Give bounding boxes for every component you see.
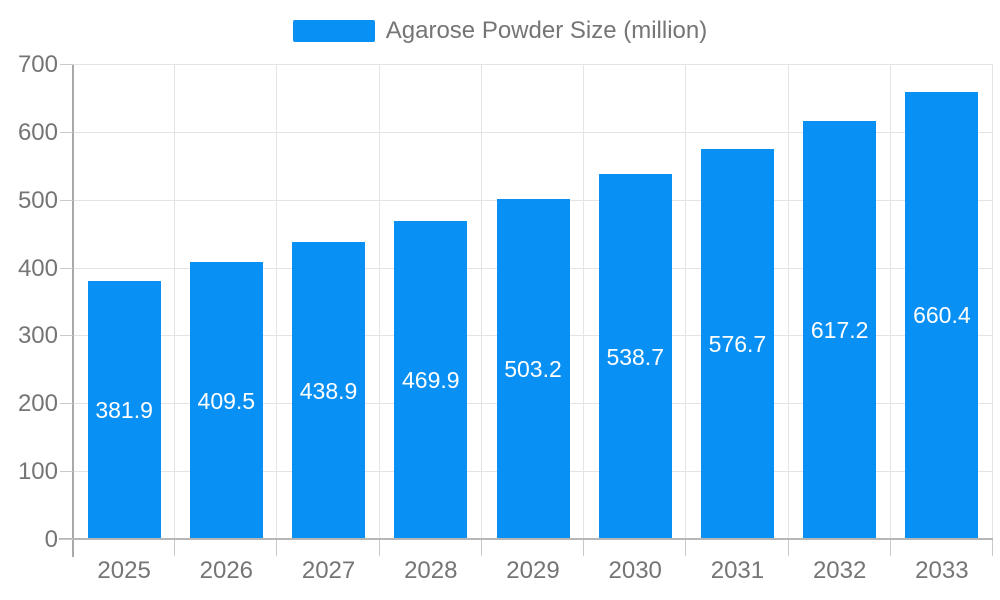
y-axis-label: 300 (17, 322, 58, 350)
bar-value-label: 409.5 (197, 387, 256, 414)
x-axis-label: 2028 (404, 557, 458, 584)
x-axis-label: 2031 (710, 557, 765, 584)
bar-value-label: 438.9 (299, 377, 358, 404)
legend-label: Agarose Powder Size (million) (385, 17, 708, 44)
bar-value-label: 538.7 (606, 343, 664, 370)
gridline-vertical (276, 65, 278, 540)
x-axis-label: 2030 (608, 557, 662, 584)
bar: 538.7 (598, 174, 672, 540)
x-axis-label: 2027 (301, 557, 356, 584)
x-axis-tick (583, 540, 585, 556)
y-axis-tick (60, 335, 73, 337)
y-axis-label: 200 (17, 390, 58, 418)
y-axis-label: 600 (17, 118, 58, 146)
gridline-vertical (992, 65, 993, 540)
legend: Agarose Powder Size (million) (0, 17, 1000, 45)
bar-value-label: 503.2 (504, 355, 562, 382)
x-axis-tick (480, 540, 482, 556)
bar: 438.9 (292, 242, 366, 540)
gridline-vertical (583, 65, 585, 540)
x-axis-line (59, 538, 993, 540)
y-axis-label: 0 (44, 526, 58, 553)
plot-area: 381.9 409.5 438.9 469.9 503.2 538.7 576.7 617.2… (73, 64, 993, 540)
bar-value-label: 576.7 (708, 330, 767, 357)
x-axis-tick (378, 540, 380, 556)
y-axis-tick (60, 64, 73, 65)
bar: 617.2 (803, 121, 877, 540)
bar-value-label: 617.2 (810, 317, 869, 344)
y-axis-label: 500 (17, 186, 58, 214)
bar: 576.7 (700, 148, 774, 540)
x-axis-label: 2033 (915, 557, 969, 584)
x-axis-tick (685, 540, 687, 556)
gridline-vertical (889, 65, 891, 540)
bar: 469.9 (394, 221, 468, 540)
x-axis-label: 2026 (199, 557, 254, 584)
gridline-vertical (378, 65, 380, 540)
x-axis-label: 2032 (812, 557, 867, 584)
y-axis-tick (60, 471, 73, 473)
x-axis-tick (174, 540, 176, 556)
y-axis-line (72, 65, 74, 557)
gridline-vertical (174, 65, 176, 540)
y-axis-tick (60, 267, 73, 269)
x-axis-tick (276, 540, 278, 556)
bar: 409.5 (189, 262, 263, 540)
x-axis-tick (787, 540, 789, 556)
bar-value-label: 469.9 (401, 367, 460, 394)
bar: 503.2 (496, 198, 570, 540)
bar-value-label: 660.4 (913, 302, 971, 329)
y-axis-tick (60, 539, 73, 540)
gridline-vertical (685, 65, 687, 540)
gridline-horizontal (73, 131, 993, 133)
x-axis-tick (992, 540, 993, 556)
x-axis-tick (889, 540, 891, 556)
x-axis-label: 2025 (97, 557, 151, 584)
bar: 381.9 (87, 280, 161, 540)
y-axis-tick (60, 199, 73, 201)
gridline-vertical (787, 65, 789, 540)
y-axis-tick (60, 131, 73, 133)
y-axis-label: 700 (17, 51, 58, 78)
y-axis-label: 400 (17, 254, 58, 282)
y-axis-tick (60, 403, 73, 405)
bar: 660.4 (905, 91, 979, 540)
y-axis-label: 100 (17, 458, 58, 486)
gridline-horizontal (73, 64, 993, 65)
bar-value-label: 381.9 (95, 396, 153, 423)
legend-swatch (292, 20, 375, 42)
gridline-vertical (480, 65, 482, 540)
x-axis-label: 2029 (506, 557, 560, 584)
